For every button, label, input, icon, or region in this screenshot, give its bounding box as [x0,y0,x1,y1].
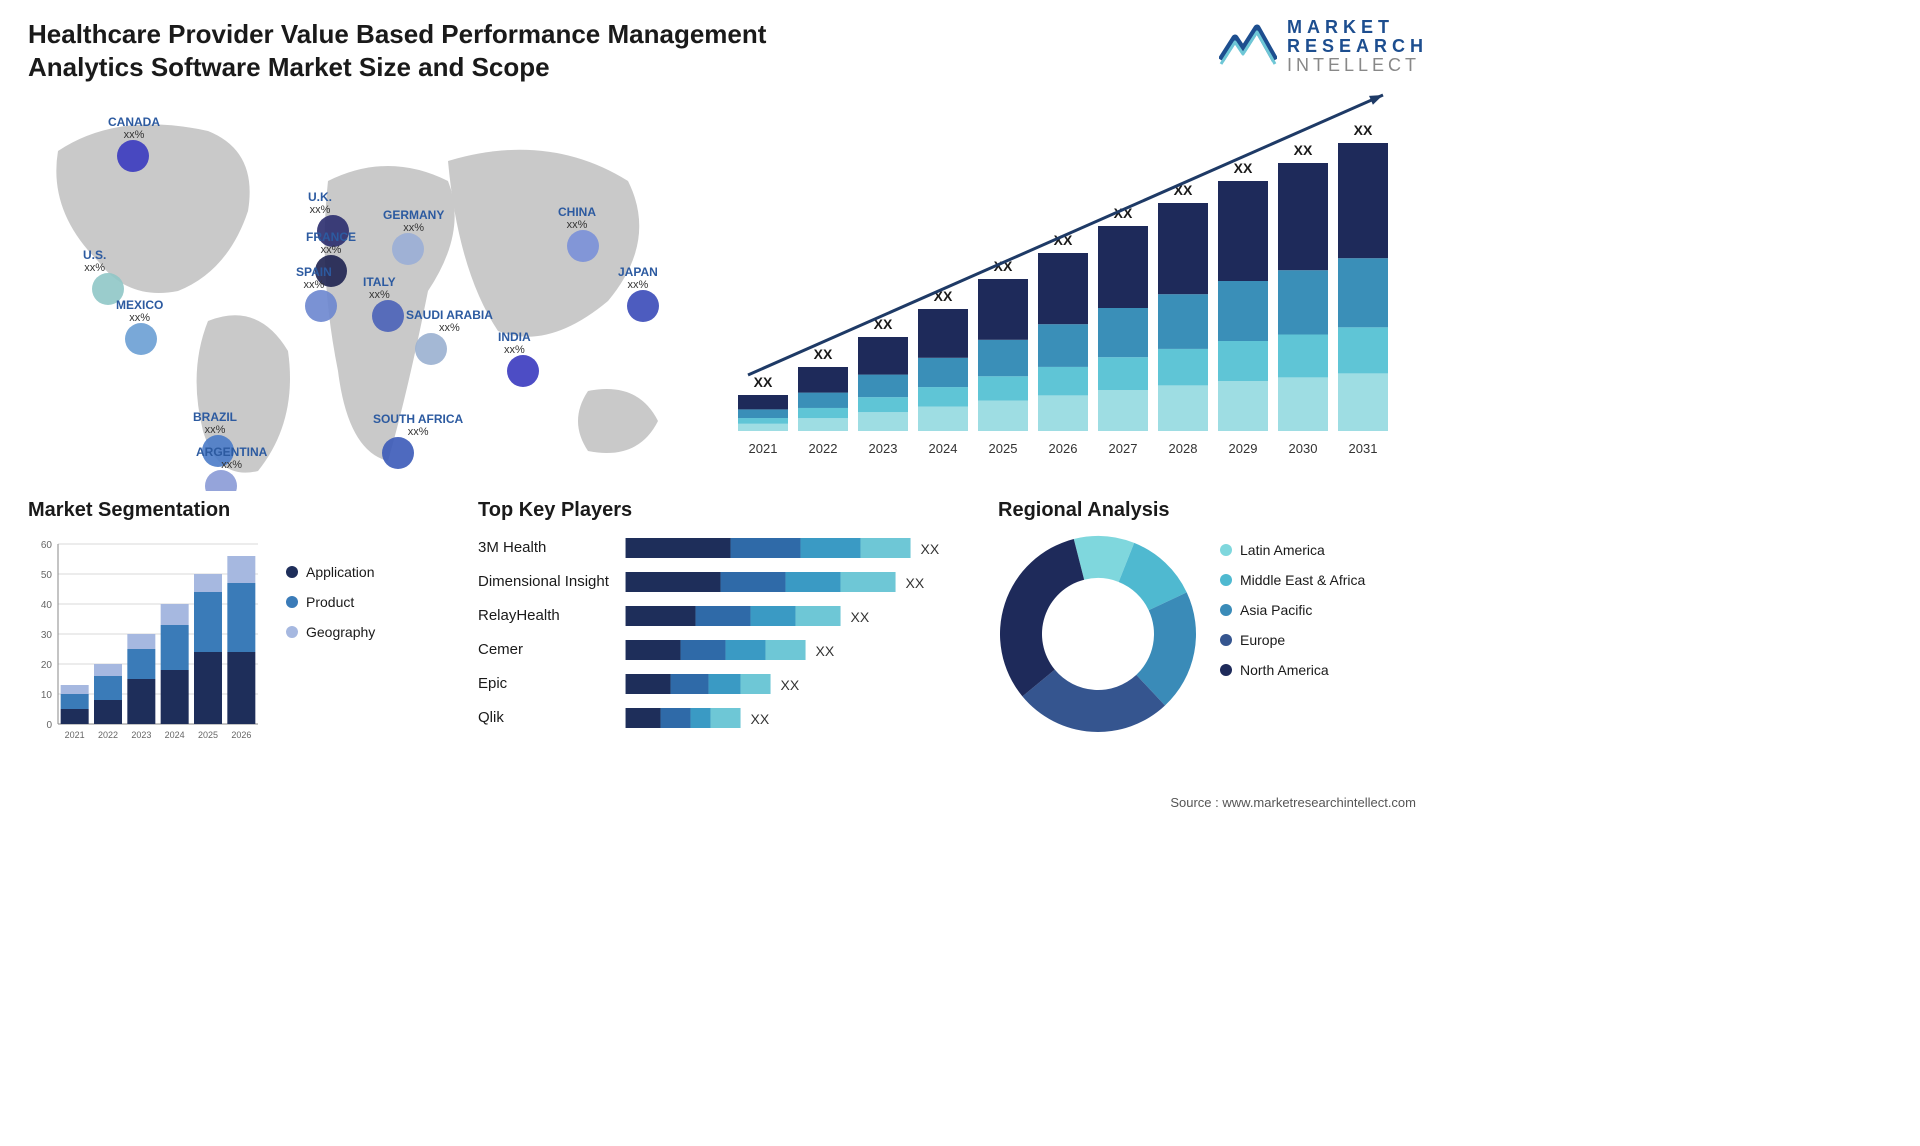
page-title: Healthcare Provider Value Based Performa… [28,18,808,83]
players-chart: XX XX XX XX XX XX [623,534,968,744]
svg-text:50: 50 [41,570,53,581]
segmentation-legend: Application Product Geography [286,534,375,754]
svg-text:XX: XX [850,609,869,625]
svg-text:XX: XX [814,346,833,362]
map-label: ITALYxx% [363,276,396,301]
svg-text:XX: XX [815,643,834,659]
player-name: RelayHealth [478,606,609,626]
players-section: Top Key Players 3M Health Dimensional Ins… [478,499,968,754]
segmentation-title: Market Segmentation [28,499,448,522]
legend-item: Product [286,594,375,610]
svg-text:2024: 2024 [165,730,185,740]
svg-text:XX: XX [1234,160,1253,176]
svg-text:2024: 2024 [929,441,958,456]
logo-icon [1219,22,1277,70]
segmentation-chart: 0 10 20 30 40 50 60 2021 2022 2023 2024 2025 2026 [28,534,268,754]
map-label: ARGENTINAxx% [196,446,267,471]
map-label: SAUDI ARABIAxx% [406,309,493,334]
legend-item: Geography [286,624,375,640]
svg-text:20: 20 [41,660,53,671]
bottom-row: Market Segmentation 0 10 20 30 40 50 60 2021 202… [0,491,1456,762]
regional-section: Regional Analysis Latin America Middle Ea… [998,499,1428,754]
svg-text:XX: XX [780,677,799,693]
player-name: 3M Health [478,538,609,558]
svg-text:2021: 2021 [65,730,85,740]
regional-title: Regional Analysis [998,499,1428,522]
svg-text:60: 60 [41,540,53,551]
player-name: Epic [478,674,609,694]
svg-text:2029: 2029 [1229,441,1258,456]
svg-text:2028: 2028 [1169,441,1198,456]
map-label: INDIAxx% [498,331,531,356]
player-name: Qlik [478,708,609,728]
svg-text:2021: 2021 [749,441,778,456]
logo-line2: RESEARCH [1287,37,1428,56]
svg-text:2025: 2025 [989,441,1018,456]
legend-item: North America [1220,662,1365,678]
svg-text:10: 10 [41,690,53,701]
source-text: Source : www.marketresearchintellect.com [1170,795,1416,810]
svg-text:2023: 2023 [869,441,898,456]
brand-logo: MARKET RESEARCH INTELLECT [1219,18,1428,75]
svg-text:2031: 2031 [1349,441,1378,456]
map-label: SOUTH AFRICAxx% [373,413,463,438]
svg-text:XX: XX [920,541,939,557]
svg-text:2022: 2022 [809,441,838,456]
regional-donut [998,534,1198,734]
legend-item: Asia Pacific [1220,602,1365,618]
svg-text:2027: 2027 [1109,441,1138,456]
map-label: CANADAxx% [108,116,160,141]
players-labels: 3M Health Dimensional Insight RelayHealth C… [478,534,609,744]
players-title: Top Key Players [478,499,968,522]
svg-text:2026: 2026 [231,730,251,740]
header: Healthcare Provider Value Based Performa… [0,0,1456,91]
svg-text:30: 30 [41,630,53,641]
svg-text:0: 0 [46,720,52,731]
legend-item: Europe [1220,632,1365,648]
map-label: SPAINxx% [296,266,332,291]
world-map: CANADAxx% U.S.xx% MEXICOxx% BRAZILxx% ARGENT… [28,91,668,491]
map-label: JAPANxx% [618,266,658,291]
player-name: Dimensional Insight [478,572,609,592]
map-label: MEXICOxx% [116,299,163,324]
map-label: BRAZILxx% [193,411,237,436]
map-label: FRANCExx% [306,231,356,256]
logo-line3: INTELLECT [1287,56,1428,75]
svg-text:40: 40 [41,600,53,611]
svg-text:2022: 2022 [98,730,118,740]
logo-line1: MARKET [1287,18,1428,37]
forecast-svg: XX2021XX2022XX2023XX2024XX2025XX2026XX20… [688,91,1428,471]
map-label: U.S.xx% [83,249,106,274]
map-label: U.K.xx% [308,191,332,216]
map-label: GERMANYxx% [383,209,444,234]
legend-item: Application [286,564,375,580]
svg-text:2026: 2026 [1049,441,1078,456]
svg-text:XX: XX [1354,122,1373,138]
svg-text:2023: 2023 [131,730,151,740]
svg-text:XX: XX [750,711,769,727]
forecast-chart: XX2021XX2022XX2023XX2024XX2025XX2026XX20… [688,91,1428,471]
svg-text:XX: XX [1294,142,1313,158]
top-row: CANADAxx% U.S.xx% MEXICOxx% BRAZILxx% ARGENT… [0,91,1456,491]
player-name: Cemer [478,640,609,660]
svg-text:2025: 2025 [198,730,218,740]
svg-text:XX: XX [905,575,924,591]
legend-item: Middle East & Africa [1220,572,1365,588]
svg-text:2030: 2030 [1289,441,1318,456]
segmentation-section: Market Segmentation 0 10 20 30 40 50 60 2021 202… [28,499,448,754]
map-label: CHINAxx% [558,206,596,231]
map-svg [28,91,668,491]
svg-text:XX: XX [754,374,773,390]
legend-item: Latin America [1220,542,1365,558]
regional-legend: Latin America Middle East & Africa Asia Pa… [1220,534,1365,678]
